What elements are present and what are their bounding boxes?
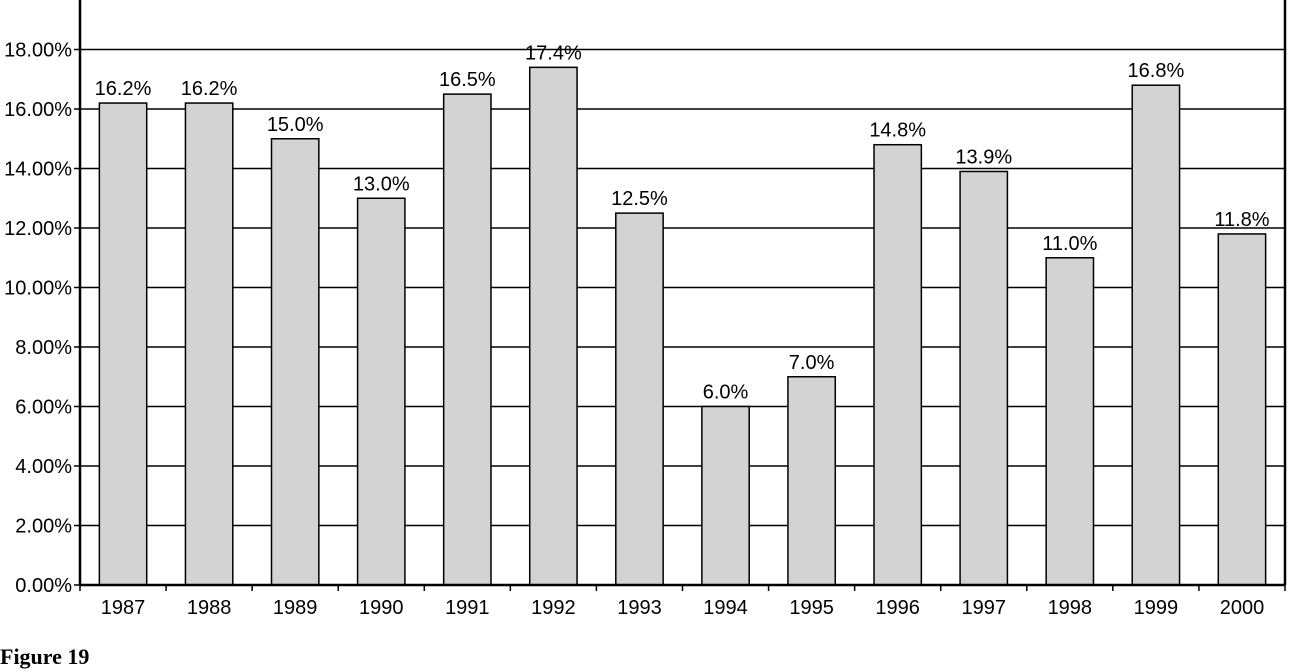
x-tick-label: 1995 bbox=[789, 597, 834, 619]
y-tick-label: 6.00% bbox=[15, 397, 72, 419]
x-tick-label: 1987 bbox=[101, 597, 146, 619]
bar bbox=[616, 213, 663, 585]
bar bbox=[444, 94, 491, 585]
y-tick-label: 20.00% bbox=[4, 0, 72, 2]
chart-svg: 0.00% 2.00% 4.00% 6.00% 8.00% 10.00% 12.00% 14.… bbox=[0, 0, 1289, 672]
y-tick-label: 14.00% bbox=[4, 159, 72, 181]
bar bbox=[702, 407, 749, 586]
bar bbox=[960, 171, 1007, 585]
y-tick-label: 2.00% bbox=[15, 516, 72, 538]
bar bbox=[1218, 234, 1265, 585]
y-tick-label: 18.00% bbox=[4, 40, 72, 62]
bar bbox=[530, 67, 577, 585]
x-tick-label: 2000 bbox=[1220, 597, 1265, 619]
bar bbox=[358, 198, 405, 585]
bar-value-label: 16.5% bbox=[439, 69, 496, 91]
bar-value-label: 12.5% bbox=[611, 188, 668, 210]
bar-value-label: 13.0% bbox=[353, 173, 410, 195]
bar bbox=[1046, 258, 1093, 585]
figure-caption: Figure 19 bbox=[0, 644, 89, 670]
y-tick-label: 10.00% bbox=[4, 278, 72, 300]
bar-value-label: 11.8% bbox=[1214, 209, 1269, 231]
x-tick-label: 1990 bbox=[359, 597, 404, 619]
x-tick-label: 1994 bbox=[703, 597, 748, 619]
y-tick-label: 16.00% bbox=[4, 99, 72, 121]
bar-chart: 0.00% 2.00% 4.00% 6.00% 8.00% 10.00% 12.00% 14.… bbox=[0, 0, 1289, 672]
bar-value-label: 11.0% bbox=[1042, 233, 1097, 255]
x-tick-label: 1998 bbox=[1048, 597, 1093, 619]
y-tick-label: 12.00% bbox=[4, 218, 72, 240]
bar-value-label: 7.0% bbox=[789, 352, 835, 374]
y-tick-label: 8.00% bbox=[15, 337, 72, 359]
bar bbox=[272, 139, 319, 585]
y-tick-label: 0.00% bbox=[15, 575, 72, 597]
x-tick-label: 1988 bbox=[187, 597, 232, 619]
x-tick-label: 1989 bbox=[273, 597, 318, 619]
bar-value-label: 14.8% bbox=[869, 120, 926, 142]
bar-value-label: 16.2% bbox=[95, 78, 152, 100]
bar bbox=[874, 145, 921, 585]
bar-value-label: 16.2% bbox=[181, 78, 238, 100]
x-tick-label: 1992 bbox=[531, 597, 576, 619]
bar bbox=[99, 103, 146, 585]
x-tick-label: 1996 bbox=[875, 597, 920, 619]
x-tick-label: 1999 bbox=[1134, 597, 1179, 619]
y-tick-label: 4.00% bbox=[15, 456, 72, 478]
bar-value-label: 17.4% bbox=[525, 42, 582, 64]
x-tick-label: 1991 bbox=[445, 597, 490, 619]
bar-value-label: 13.9% bbox=[955, 146, 1012, 168]
x-tick-label: 1993 bbox=[617, 597, 662, 619]
bar-value-label: 15.0% bbox=[267, 114, 324, 136]
bar-value-label: 6.0% bbox=[703, 382, 749, 404]
plot-background bbox=[80, 0, 1285, 585]
bar-value-label: 16.8% bbox=[1128, 60, 1185, 82]
x-tick-label: 1997 bbox=[962, 597, 1007, 619]
bar bbox=[1132, 85, 1179, 585]
bar bbox=[185, 103, 232, 585]
bar bbox=[788, 377, 835, 585]
